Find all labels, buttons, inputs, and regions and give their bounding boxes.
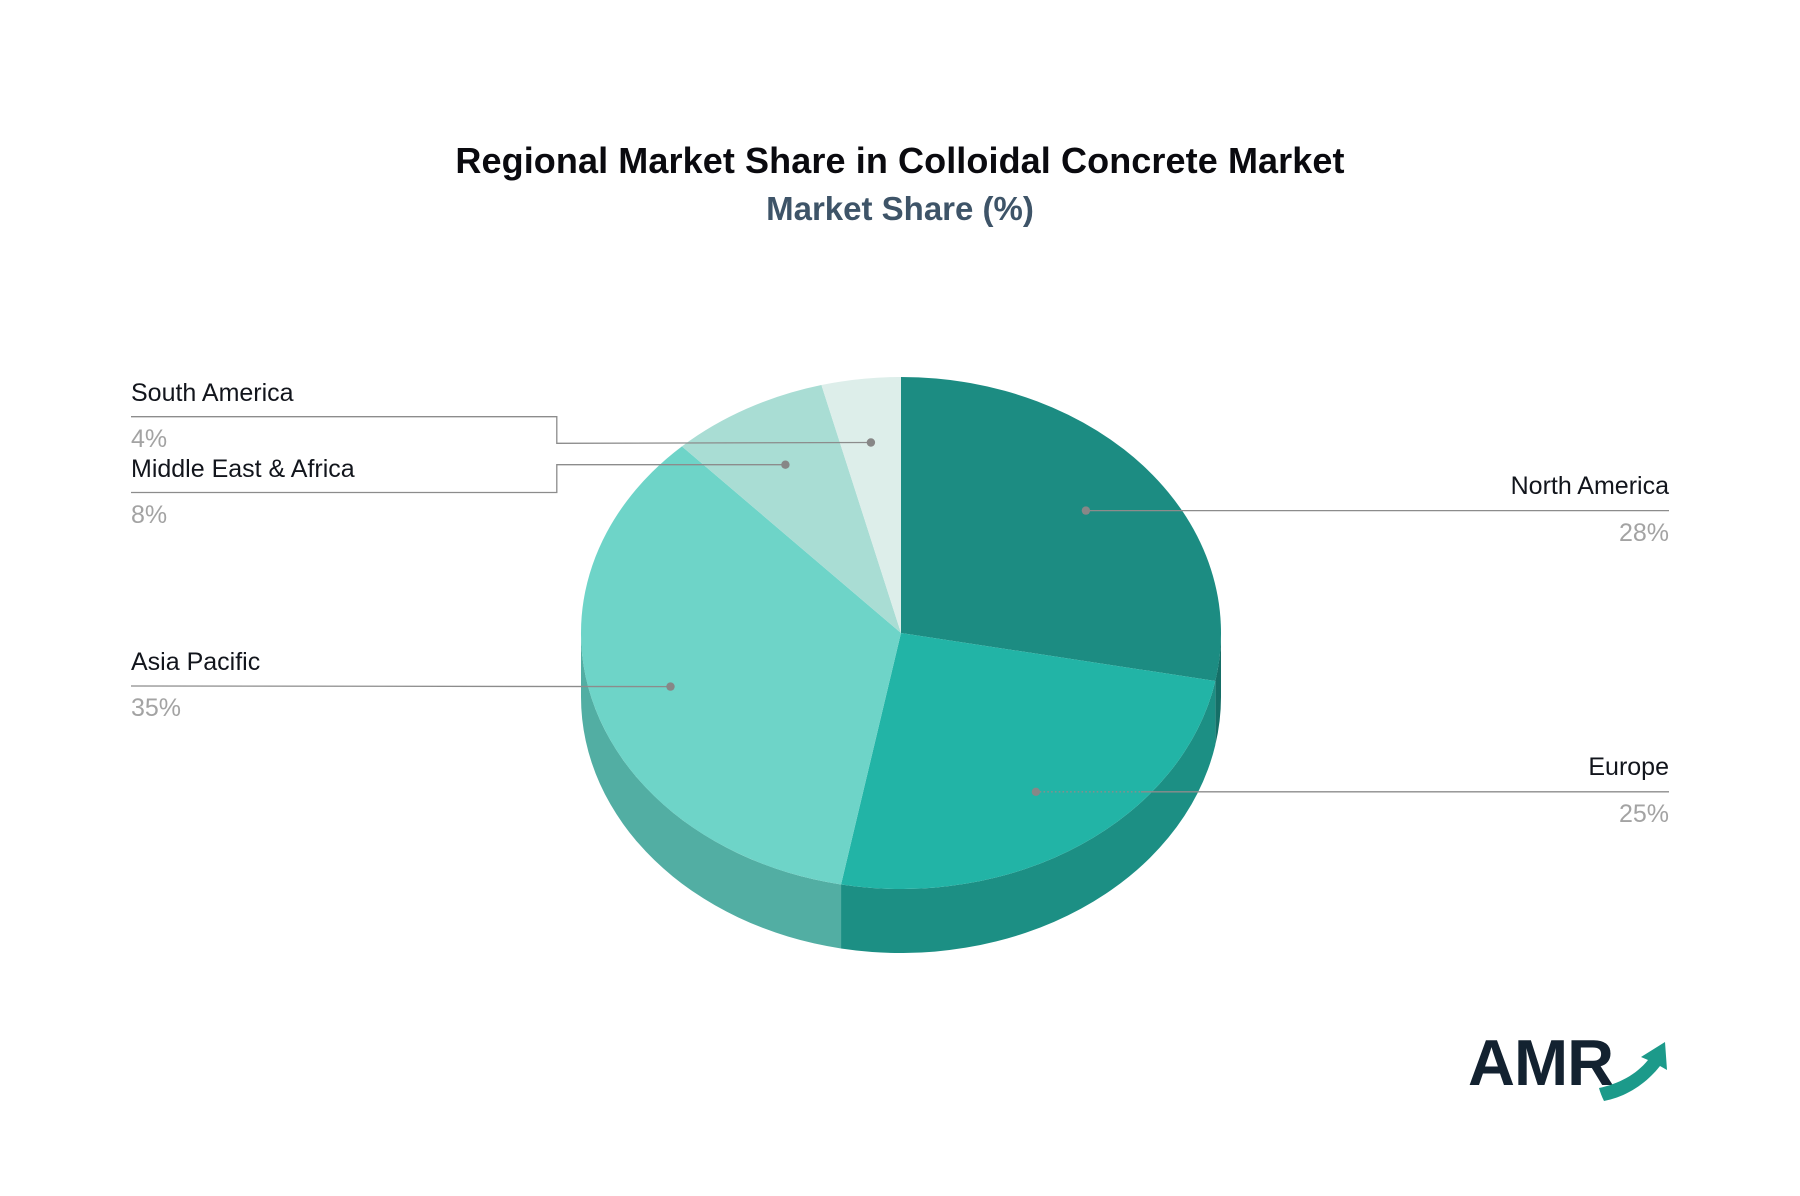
svg-text:AMR: AMR: [1468, 1026, 1613, 1099]
